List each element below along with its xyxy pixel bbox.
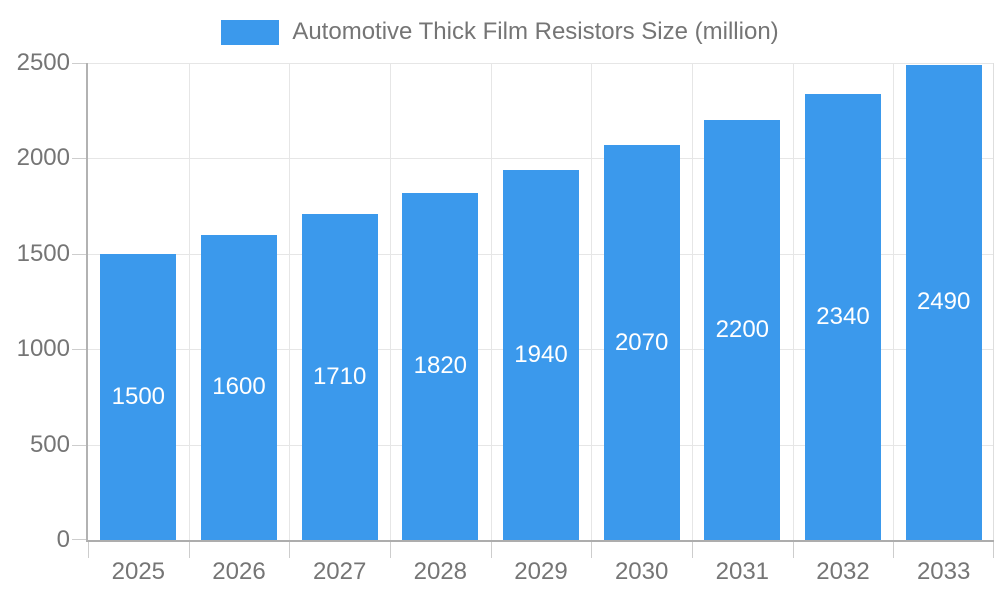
bar-2025[interactable]: 1500 bbox=[100, 253, 177, 540]
y-tick-1000 bbox=[72, 349, 86, 351]
y-axis-label-1000: 1000 bbox=[16, 335, 70, 363]
bar-2031[interactable]: 2200 bbox=[704, 120, 781, 540]
bar-value-label-2025: 1500 bbox=[111, 382, 166, 410]
y-tick-0 bbox=[72, 539, 86, 540]
x-axis-label-2027: 2027 bbox=[312, 558, 367, 585]
x-axis-label-2028: 2028 bbox=[413, 558, 468, 585]
plot-area: 0 500 1000 1500 2000 2500 1500 2025 1600 2026 1710… bbox=[17, 49, 994, 585]
x-tick-3 bbox=[390, 542, 391, 558]
x-tick-5 bbox=[591, 542, 593, 558]
v-gridline-7 bbox=[792, 63, 794, 540]
bar-2029[interactable]: 1940 bbox=[503, 169, 579, 540]
v-gridline-6 bbox=[692, 63, 693, 540]
v-gridline-1 bbox=[188, 63, 190, 540]
x-tick-9 bbox=[993, 542, 994, 558]
y-axis-label-500: 500 bbox=[29, 430, 70, 458]
bar-2027[interactable]: 1710 bbox=[301, 213, 378, 540]
x-axis-label-2031: 2031 bbox=[715, 558, 770, 585]
v-gridline-5 bbox=[591, 63, 593, 540]
bar-2028[interactable]: 1820 bbox=[402, 192, 479, 540]
y-tick-2000 bbox=[72, 158, 86, 160]
bar-2033[interactable]: 2490 bbox=[905, 64, 982, 540]
h-gridline-2500 bbox=[88, 63, 994, 64]
bar-value-label-2030: 2070 bbox=[614, 328, 669, 356]
x-axis-label-2029: 2029 bbox=[514, 558, 568, 585]
x-axis-label-2030: 2030 bbox=[614, 558, 669, 585]
legend-swatch-icon bbox=[221, 19, 280, 45]
x-tick-7 bbox=[792, 542, 794, 558]
y-tick-1500 bbox=[72, 253, 86, 255]
x-axis-label-2025: 2025 bbox=[111, 558, 166, 585]
bar-value-label-2026: 1600 bbox=[212, 373, 266, 401]
y-tick-500 bbox=[72, 444, 86, 446]
x-tick-4 bbox=[490, 542, 492, 558]
bar-2032[interactable]: 2340 bbox=[805, 93, 881, 540]
v-gridline-8 bbox=[893, 63, 895, 540]
y-axis-label-0: 0 bbox=[56, 526, 70, 553]
y-tick-2500 bbox=[72, 63, 86, 64]
y-axis-label-2500: 2500 bbox=[16, 49, 70, 76]
bar-value-label-2031: 2200 bbox=[715, 316, 770, 344]
v-gridline-4 bbox=[490, 63, 492, 540]
x-tick-0 bbox=[88, 542, 89, 558]
legend-label: Automotive Thick Film Resistors Size (mi… bbox=[292, 18, 779, 45]
bar-value-label-2028: 1820 bbox=[413, 352, 468, 380]
x-tick-1 bbox=[188, 542, 190, 558]
x-tick-8 bbox=[893, 542, 895, 558]
x-tick-6 bbox=[692, 542, 693, 558]
h-gridline-2000 bbox=[88, 158, 994, 160]
y-axis-label-2000: 2000 bbox=[16, 144, 70, 172]
legend-item[interactable]: Automotive Thick Film Resistors Size (mi… bbox=[221, 18, 779, 46]
bar-value-label-2033: 2490 bbox=[916, 288, 971, 316]
x-tick-2 bbox=[289, 542, 291, 558]
x-axis-label-2032: 2032 bbox=[816, 558, 870, 585]
x-axis-label-2033: 2033 bbox=[916, 558, 971, 585]
bar-value-label-2029: 1940 bbox=[514, 340, 568, 368]
bar-2026[interactable]: 1600 bbox=[201, 234, 277, 540]
v-gridline-3 bbox=[390, 63, 391, 540]
v-gridline-9 bbox=[993, 63, 994, 540]
v-gridline-2 bbox=[289, 63, 291, 540]
x-axis-label-2026: 2026 bbox=[212, 558, 266, 585]
y-axis-label-1500: 1500 bbox=[16, 239, 70, 267]
bar-value-label-2032: 2340 bbox=[816, 302, 870, 330]
bar-2030[interactable]: 2070 bbox=[603, 145, 680, 540]
legend: Automotive Thick Film Resistors Size (mi… bbox=[0, 18, 1000, 46]
bar-value-label-2027: 1710 bbox=[312, 362, 367, 390]
